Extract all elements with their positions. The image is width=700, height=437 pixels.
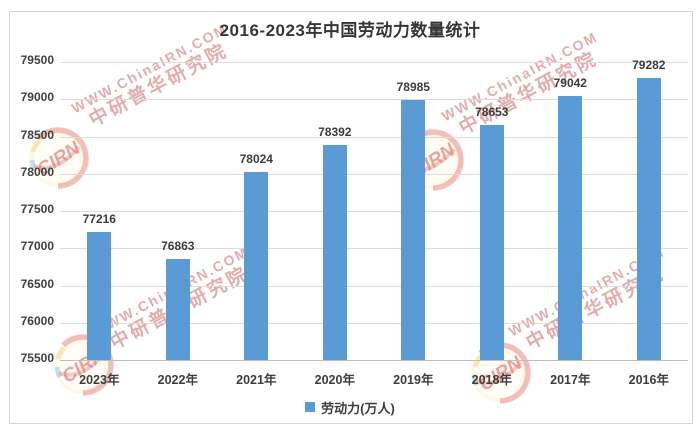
x-tick-label: 2020年 bbox=[314, 373, 355, 387]
legend: 劳动力(万人) bbox=[0, 399, 700, 416]
value-label: 78024 bbox=[239, 152, 273, 166]
x-tick-label: 2016年 bbox=[628, 373, 669, 387]
value-label: 79042 bbox=[553, 76, 587, 91]
x-tick-label: 2017年 bbox=[550, 373, 591, 387]
x-axis-line bbox=[60, 360, 688, 361]
y-tick-label: 76000 bbox=[20, 313, 54, 328]
x-tick-label: 2021年 bbox=[236, 373, 277, 387]
legend-label: 劳动力(万人) bbox=[321, 400, 395, 416]
bar-2018年 bbox=[479, 125, 504, 360]
bar-2019年 bbox=[401, 100, 426, 360]
gridline bbox=[60, 322, 688, 324]
x-tick-label: 2023年 bbox=[79, 373, 120, 387]
x-tick-label: 2018年 bbox=[471, 373, 512, 387]
value-label: 79282 bbox=[632, 58, 666, 73]
y-tick-label: 77000 bbox=[20, 239, 54, 254]
gridline bbox=[60, 173, 688, 175]
bar-2021年 bbox=[244, 172, 269, 360]
legend-swatch bbox=[305, 402, 316, 412]
value-label: 78653 bbox=[475, 105, 509, 120]
gridline bbox=[60, 248, 688, 250]
value-label: 78392 bbox=[318, 124, 352, 139]
x-tick-label: 2022年 bbox=[157, 373, 198, 387]
chart-title: 2016-2023年中国劳动力数量统计 bbox=[219, 21, 481, 40]
gridline bbox=[60, 211, 688, 212]
gridline bbox=[60, 99, 688, 101]
y-tick-label: 77500 bbox=[20, 202, 54, 216]
value-label: 76863 bbox=[161, 238, 195, 253]
y-tick-label: 78000 bbox=[20, 164, 54, 179]
x-tick-label: 2019年 bbox=[393, 373, 434, 387]
y-tick-label: 78500 bbox=[20, 127, 54, 142]
bar-2022年 bbox=[165, 258, 190, 360]
bar-2017年 bbox=[558, 96, 583, 360]
bar-2020年 bbox=[322, 144, 347, 360]
value-label: 77216 bbox=[82, 212, 116, 227]
gridline bbox=[60, 136, 688, 138]
y-tick-label: 79500 bbox=[20, 53, 54, 67]
bar-2023年 bbox=[87, 232, 112, 360]
value-label: 78985 bbox=[396, 80, 430, 95]
y-tick-label: 79000 bbox=[20, 90, 54, 105]
gridline bbox=[60, 62, 688, 63]
y-tick-label: 75500 bbox=[20, 351, 54, 365]
bar-2016年 bbox=[636, 78, 661, 360]
gridline bbox=[60, 285, 688, 287]
y-tick-label: 76500 bbox=[20, 276, 54, 291]
